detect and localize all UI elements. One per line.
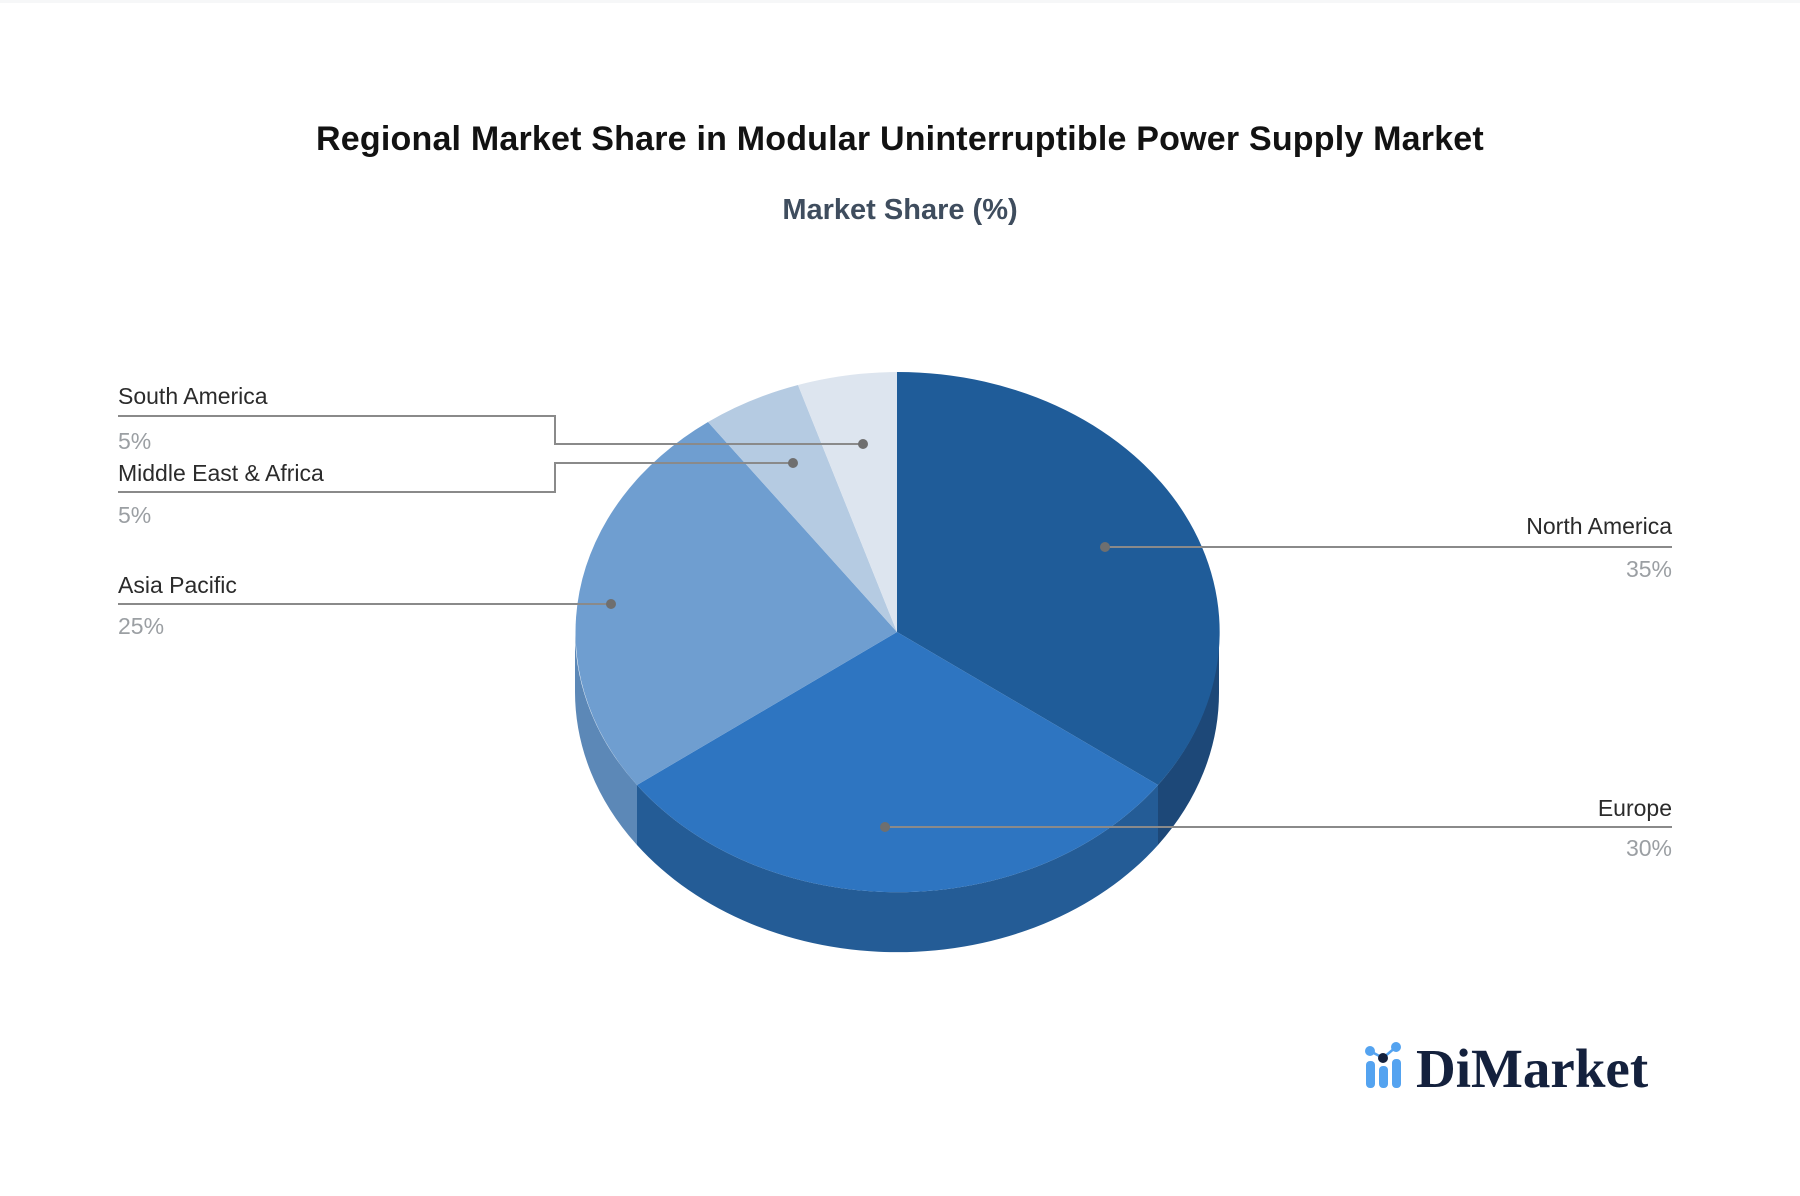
top-border (0, 0, 1800, 3)
pie-slice-asia-pacific[interactable] (575, 422, 897, 785)
logo-text: DiMarket (1416, 1038, 1649, 1099)
label-north-america: North America (1526, 513, 1672, 539)
leader-dot-asia-pacific (606, 599, 616, 609)
chart-subtitle: Market Share (%) (782, 194, 1018, 226)
pie-slice-middle-east-africa[interactable] (708, 385, 897, 632)
logo: DiMarket (1365, 1038, 1649, 1099)
pie-slice-south-america[interactable] (798, 372, 897, 632)
leader-line-middle-east-africa (118, 462, 793, 493)
pie-side-north-america (1158, 632, 1220, 845)
value-middle-east-africa: 5% (118, 502, 151, 528)
leader-dot-middle-east-africa (788, 458, 798, 468)
value-south-america: 5% (118, 428, 151, 454)
pie-side-asia-pacific (575, 632, 637, 845)
label-europe: Europe (1598, 795, 1672, 821)
leader-dot-north-america (1100, 542, 1110, 552)
value-north-america: 35% (1626, 556, 1672, 582)
chart-title: Regional Market Share in Modular Uninter… (316, 120, 1484, 158)
value-europe: 30% (1626, 835, 1672, 861)
value-asia-pacific: 25% (118, 613, 164, 639)
logo-bars-icon (1365, 1042, 1401, 1088)
leader-dot-europe (880, 822, 890, 832)
leader-line-south-america (118, 415, 863, 445)
label-asia-pacific: Asia Pacific (118, 572, 237, 598)
label-middle-east-africa: Middle East & Africa (118, 460, 324, 486)
pie-side-europe (637, 785, 1158, 953)
pie-slice-north-america[interactable] (897, 371, 1220, 785)
leader-dot-south-america (858, 439, 868, 449)
label-south-america: South America (118, 383, 268, 409)
